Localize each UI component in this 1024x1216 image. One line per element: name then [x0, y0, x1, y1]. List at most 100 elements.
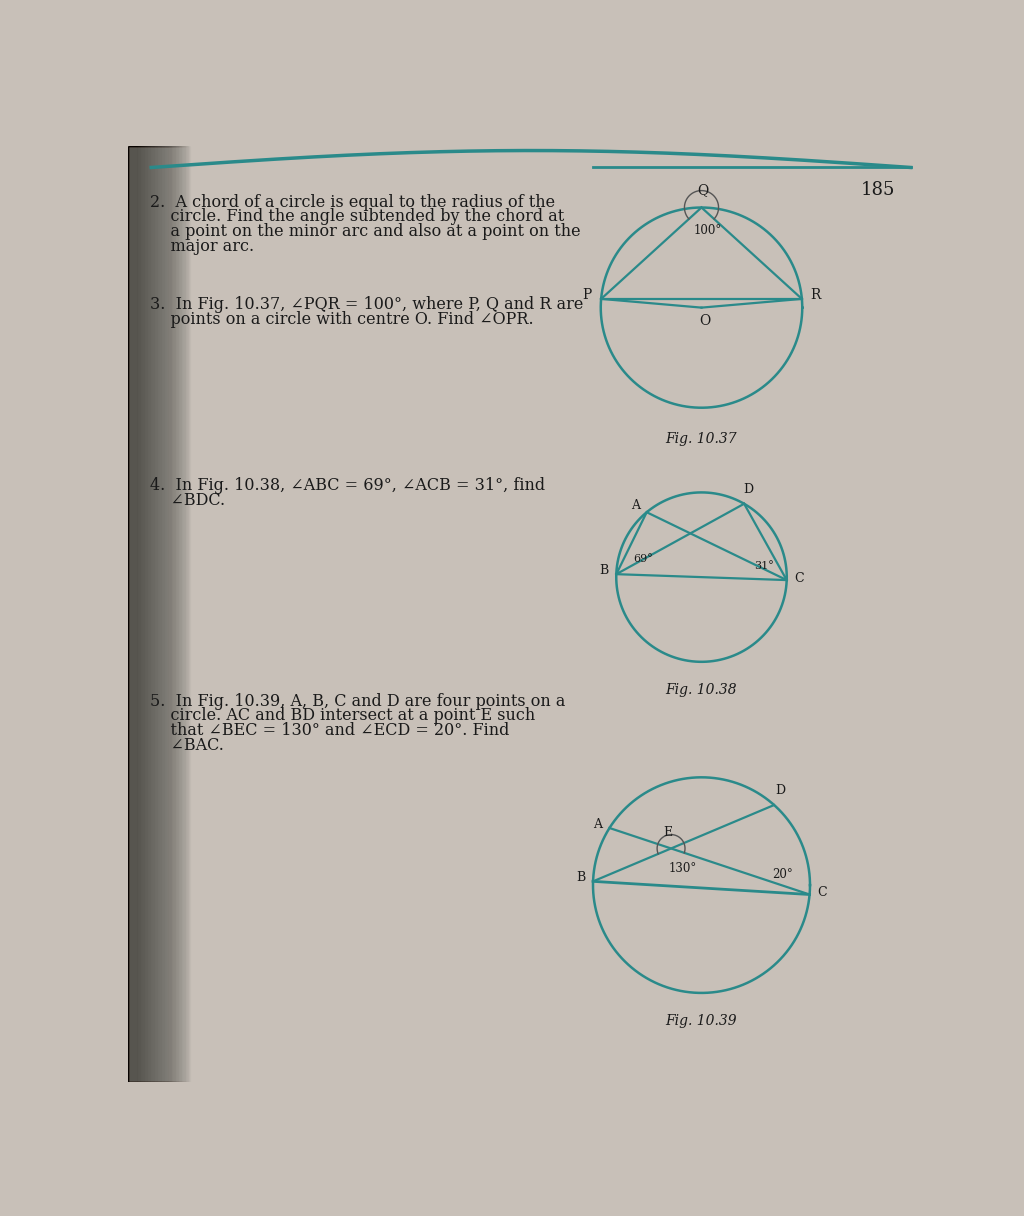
Text: B: B [577, 872, 586, 884]
Bar [128, 146, 150, 1082]
Bar [128, 146, 185, 1082]
Bar [128, 146, 139, 1082]
Bar [128, 146, 183, 1082]
Bar [128, 146, 162, 1082]
Bar [128, 146, 156, 1082]
Bar [128, 146, 183, 1082]
Text: D: D [743, 483, 754, 496]
Bar [128, 146, 181, 1082]
Bar [128, 146, 142, 1082]
Bar [128, 146, 147, 1082]
Text: ∠BAC.: ∠BAC. [150, 737, 223, 754]
Bar [128, 146, 187, 1082]
Text: 100°: 100° [693, 225, 722, 237]
Bar [128, 146, 157, 1082]
Bar [128, 146, 180, 1082]
Bar [128, 146, 178, 1082]
Bar [128, 146, 180, 1082]
Bar [128, 146, 159, 1082]
Text: circle. Find the angle subtended by the chord at: circle. Find the angle subtended by the … [150, 208, 564, 225]
Text: major arc.: major arc. [150, 237, 254, 254]
Bar [128, 146, 136, 1082]
Bar [128, 146, 174, 1082]
Bar [128, 146, 133, 1082]
Bar [128, 146, 168, 1082]
Bar [128, 146, 140, 1082]
Text: 20°: 20° [772, 867, 793, 880]
Bar [128, 146, 165, 1082]
Bar [128, 146, 168, 1082]
Bar [128, 146, 179, 1082]
Text: a point on the minor arc and also at a point on the: a point on the minor arc and also at a p… [150, 223, 581, 240]
Bar [128, 146, 169, 1082]
Bar [128, 146, 133, 1082]
Bar [128, 146, 159, 1082]
Bar [128, 146, 134, 1082]
Bar [128, 146, 163, 1082]
Bar [128, 146, 186, 1082]
Bar [128, 146, 154, 1082]
Bar [128, 146, 136, 1082]
Text: O: O [699, 314, 711, 327]
Bar [128, 146, 170, 1082]
Bar [128, 146, 155, 1082]
Text: circle. AC and BD intersect at a point E such: circle. AC and BD intersect at a point E… [150, 708, 535, 725]
Bar [128, 146, 177, 1082]
Bar [128, 146, 146, 1082]
Text: A: A [593, 818, 601, 831]
Bar [128, 146, 138, 1082]
Bar [128, 146, 158, 1082]
Bar [128, 146, 161, 1082]
Bar [128, 146, 171, 1082]
Bar [128, 146, 182, 1082]
Text: D: D [775, 784, 785, 798]
Text: Fig. 10.37: Fig. 10.37 [666, 433, 737, 446]
Bar [128, 146, 131, 1082]
Bar [128, 146, 141, 1082]
Text: R: R [811, 288, 821, 302]
Text: C: C [795, 572, 804, 585]
Bar [128, 146, 148, 1082]
Bar [128, 146, 139, 1082]
Text: 69°: 69° [634, 553, 653, 564]
Text: P: P [583, 288, 592, 302]
Bar [128, 146, 143, 1082]
Bar [128, 146, 153, 1082]
Text: 4.  In Fig. 10.38, ∠ABC = 69°, ∠ACB = 31°, find: 4. In Fig. 10.38, ∠ABC = 69°, ∠ACB = 31°… [150, 477, 545, 494]
Bar [128, 146, 130, 1082]
Text: 3.  In Fig. 10.37, ∠PQR = 100°, where P, Q and R are: 3. In Fig. 10.37, ∠PQR = 100°, where P, … [150, 295, 583, 313]
Text: 31°: 31° [754, 562, 774, 572]
Bar [128, 146, 184, 1082]
Bar [128, 146, 152, 1082]
Bar [128, 146, 145, 1082]
Text: C: C [817, 886, 826, 899]
Text: Fig. 10.38: Fig. 10.38 [666, 683, 737, 698]
Text: ∠BDC.: ∠BDC. [150, 491, 225, 508]
Text: A: A [632, 499, 640, 512]
Bar [128, 146, 177, 1082]
Bar [128, 146, 188, 1082]
Text: E: E [664, 826, 673, 839]
Bar [128, 146, 132, 1082]
Bar [128, 146, 172, 1082]
Bar [128, 146, 145, 1082]
Text: points on a circle with centre O. Find ∠OPR.: points on a circle with centre O. Find ∠… [150, 311, 534, 327]
Bar [128, 146, 164, 1082]
Bar [128, 146, 166, 1082]
Text: that ∠BEC = 130° and ∠ECD = 20°. Find: that ∠BEC = 130° and ∠ECD = 20°. Find [150, 722, 509, 739]
Bar [128, 146, 155, 1082]
Bar [128, 146, 160, 1082]
Bar [128, 146, 190, 1082]
Bar [128, 146, 165, 1082]
Text: 2.  A chord of a circle is equal to the radius of the: 2. A chord of a circle is equal to the r… [150, 193, 555, 210]
Text: 185: 185 [861, 180, 895, 198]
Bar [128, 146, 142, 1082]
Bar [128, 146, 167, 1082]
Bar [128, 146, 171, 1082]
Text: Q: Q [697, 182, 709, 197]
Bar [128, 146, 152, 1082]
Bar [128, 146, 144, 1082]
Text: B: B [599, 564, 608, 578]
Text: Fig. 10.39: Fig. 10.39 [666, 1014, 737, 1029]
Bar [128, 146, 174, 1082]
